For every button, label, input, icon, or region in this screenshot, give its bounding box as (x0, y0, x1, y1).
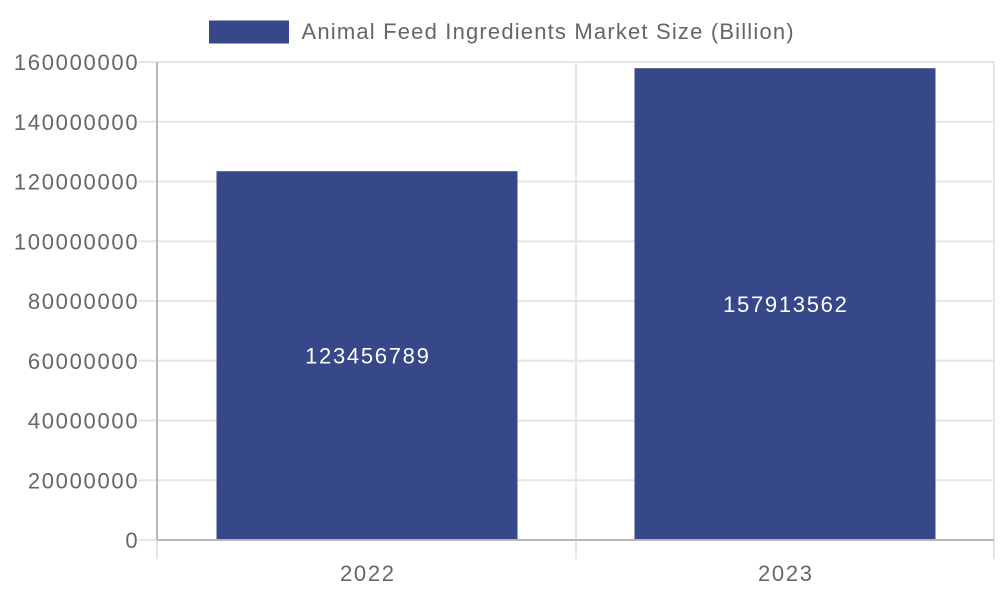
svg-text:2022: 2022 (340, 561, 396, 586)
svg-text:80000000: 80000000 (28, 289, 139, 314)
svg-text:123456789: 123456789 (305, 343, 430, 368)
svg-text:160000000: 160000000 (14, 50, 139, 75)
svg-text:157913562: 157913562 (723, 292, 848, 317)
svg-text:2023: 2023 (758, 561, 814, 586)
svg-text:0: 0 (125, 528, 139, 553)
svg-text:Animal Feed Ingredients Market: Animal Feed Ingredients Market Size (Bil… (302, 19, 795, 44)
svg-text:20000000: 20000000 (28, 468, 139, 493)
svg-text:40000000: 40000000 (28, 409, 139, 434)
svg-text:120000000: 120000000 (14, 170, 139, 195)
svg-text:100000000: 100000000 (14, 229, 139, 254)
svg-text:60000000: 60000000 (28, 349, 139, 374)
svg-text:140000000: 140000000 (14, 110, 139, 135)
